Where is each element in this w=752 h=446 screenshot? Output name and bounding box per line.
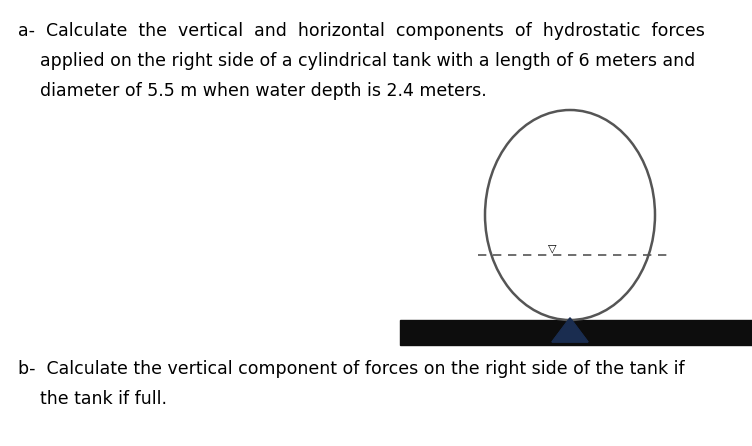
Bar <box>400 320 752 345</box>
Text: ▽: ▽ <box>547 243 556 253</box>
Text: a-  Calculate  the  vertical  and  horizontal  components  of  hydrostatic  forc: a- Calculate the vertical and horizontal… <box>18 22 705 40</box>
Text: applied on the right side of a cylindrical tank with a length of 6 meters and: applied on the right side of a cylindric… <box>18 52 696 70</box>
Polygon shape <box>552 318 588 342</box>
Polygon shape <box>552 318 588 342</box>
Text: the tank if full.: the tank if full. <box>18 390 167 408</box>
Text: diameter of 5.5 m when water depth is 2.4 meters.: diameter of 5.5 m when water depth is 2.… <box>18 82 487 100</box>
Text: b-  Calculate the vertical component of forces on the right side of the tank if: b- Calculate the vertical component of f… <box>18 360 684 378</box>
